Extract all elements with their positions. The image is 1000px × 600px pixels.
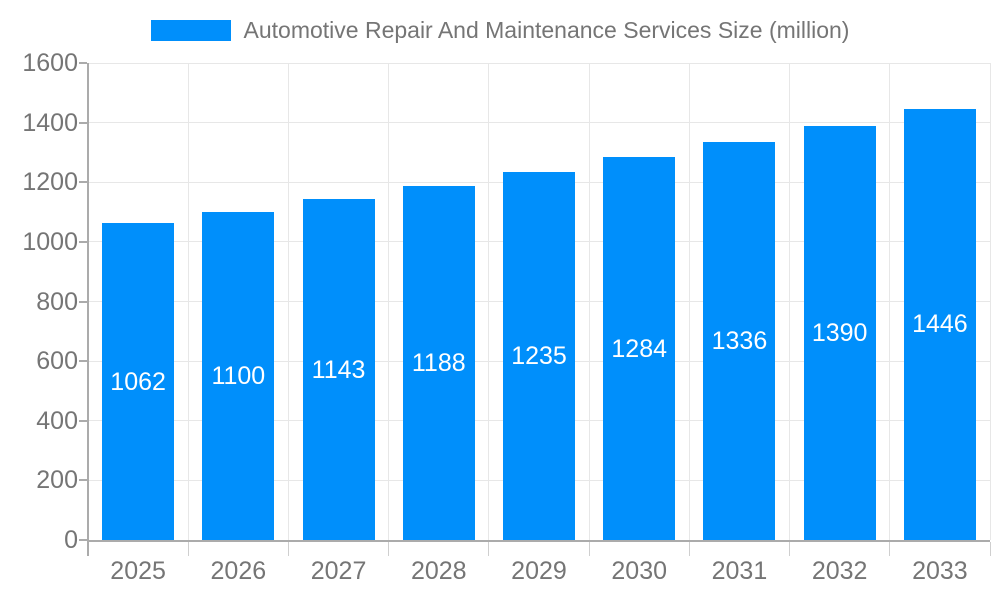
y-tick-label: 0 (64, 526, 78, 554)
bar-value-label: 1143 (311, 355, 366, 384)
legend[interactable]: Automotive Repair And Maintenance Servic… (0, 17, 1000, 44)
gridline-vertical (488, 63, 490, 540)
x-tick-label: 2026 (210, 557, 267, 585)
y-tick-label: 1000 (22, 227, 78, 256)
x-tick-label: 2025 (110, 557, 166, 585)
plot-area: 1062 1100 1143 1188 1235 1284 1336 1390 1446 (88, 62, 991, 540)
gridline-vertical (388, 63, 390, 540)
bar[interactable] (603, 157, 676, 540)
y-tick-label: 1400 (22, 108, 78, 137)
x-axis-tick (989, 542, 991, 556)
axis-line-y (87, 63, 89, 556)
axis-line-x (87, 540, 990, 542)
bar-value-label: 1188 (411, 348, 466, 377)
y-axis-tick (79, 300, 87, 303)
y-axis-tick (79, 181, 87, 184)
gridline-vertical (588, 63, 590, 540)
y-tick-label: 1200 (22, 168, 78, 197)
bar[interactable] (202, 212, 275, 540)
gridline-vertical (989, 63, 991, 540)
y-axis-tick (79, 479, 87, 482)
x-axis-tick (287, 542, 289, 556)
gridline-vertical (287, 63, 289, 540)
gridline-vertical (688, 63, 690, 540)
bar[interactable] (503, 171, 575, 540)
x-tick-label: 2032 (811, 557, 868, 585)
x-axis-tick (889, 542, 891, 556)
y-tick-label: 200 (36, 466, 78, 495)
bar[interactable] (402, 185, 475, 540)
bar-value-label: 1446 (912, 310, 968, 339)
x-axis-tick (789, 542, 791, 556)
bar-value-label: 1235 (511, 341, 567, 370)
legend-label: Automotive Repair And Maintenance Servic… (243, 17, 850, 43)
x-axis-tick (488, 542, 490, 556)
x-axis-tick (388, 542, 390, 556)
gridline-vertical (789, 63, 791, 540)
y-axis-tick (79, 419, 87, 422)
gridline-vertical (187, 63, 189, 540)
bar[interactable] (903, 108, 976, 540)
x-axis-tick (588, 542, 590, 556)
y-axis-tick (79, 240, 87, 243)
y-tick-label: 400 (36, 406, 78, 435)
x-tick-label: 2027 (310, 557, 367, 585)
y-axis-labels: 0 200 400 600 800 1000 1200 1400 1600 (0, 50, 78, 553)
bar[interactable] (803, 125, 876, 540)
bar[interactable] (703, 141, 776, 540)
x-axis-tick (688, 542, 690, 556)
gridline-vertical (889, 63, 891, 540)
x-tick-label: 2031 (711, 557, 768, 585)
x-tick-label: 2029 (511, 557, 567, 585)
y-axis-tick (79, 62, 87, 64)
x-tick-label: 2033 (912, 557, 968, 585)
gridline-horizontal (88, 122, 990, 124)
x-tick-label: 2030 (611, 557, 668, 585)
bar-value-label: 1390 (811, 318, 868, 347)
y-tick-label: 600 (36, 347, 78, 376)
bar[interactable] (102, 223, 175, 540)
y-tick-label: 800 (36, 287, 78, 316)
y-axis-tick (79, 539, 87, 541)
y-axis-tick (79, 360, 87, 363)
x-tick-label: 2028 (410, 557, 467, 585)
legend-swatch-icon (150, 20, 231, 41)
x-axis-tick (187, 542, 189, 556)
bar[interactable] (302, 199, 375, 540)
y-axis-tick (79, 121, 87, 124)
bar-value-label: 1336 (711, 326, 768, 355)
bar-value-label: 1062 (110, 367, 166, 396)
bar-value-label: 1100 (211, 362, 266, 391)
y-tick-label: 1600 (22, 49, 78, 77)
gridline-horizontal (88, 62, 990, 64)
x-axis-labels: 2025 2026 2027 2028 2029 2030 2031 2032 2033 (88, 557, 990, 587)
bar-value-label: 1284 (611, 334, 668, 363)
